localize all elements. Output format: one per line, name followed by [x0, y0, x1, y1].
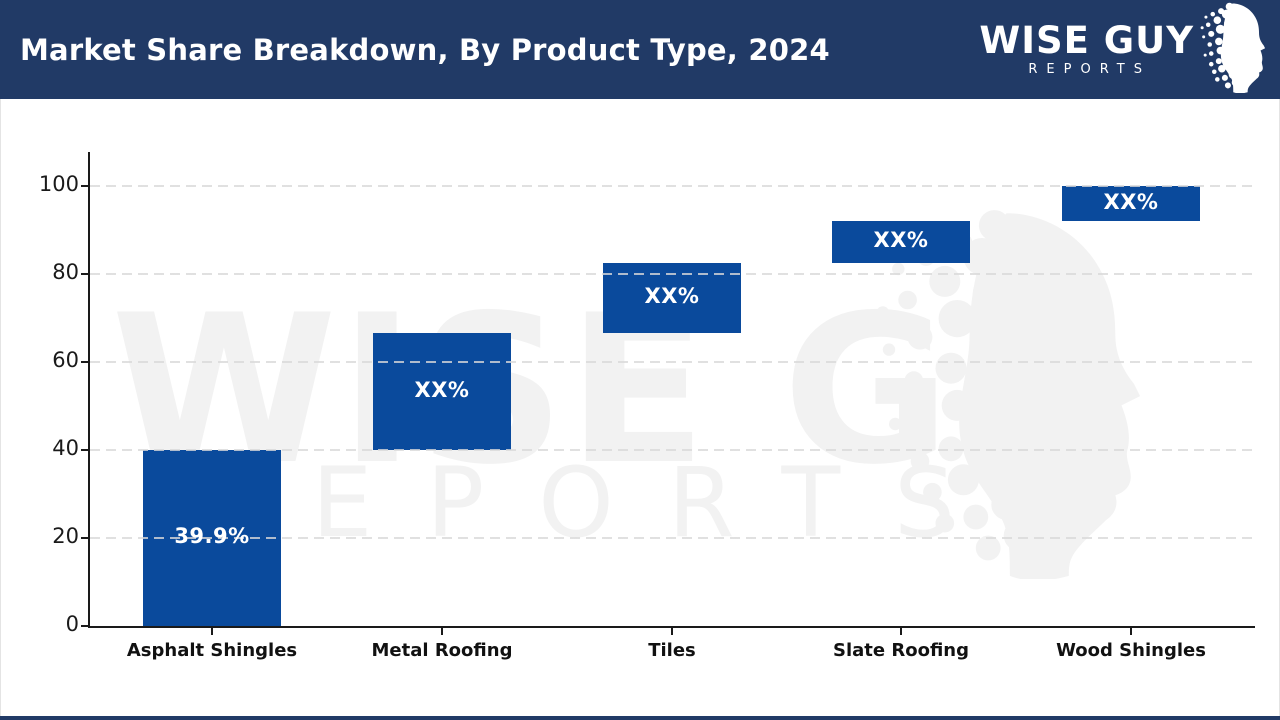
x-category-label-asphalt-shingles: Asphalt Shingles — [126, 640, 298, 661]
brand-logo: WISE GUY REPORTS — [979, 0, 1272, 99]
x-category-label-slate-roofing: Slate Roofing — [833, 640, 969, 661]
page-title: Market Share Breakdown, By Product Type,… — [20, 32, 830, 67]
brand-subtitle: REPORTS — [1028, 62, 1151, 77]
x-axis-line — [88, 626, 1255, 628]
y-tick-60 — [81, 361, 89, 363]
gridline-60 — [90, 361, 1255, 363]
y-tick-label-60: 60 — [52, 348, 79, 372]
bar-metal-roofing — [373, 333, 511, 451]
bar-value-label-slate-roofing: XX% — [873, 228, 929, 253]
bar-wood-shingles — [1062, 186, 1200, 222]
gridline-80 — [90, 273, 1255, 275]
gridline-40 — [90, 449, 1255, 451]
bar-value-label-asphalt-shingles: 39.9% — [174, 524, 250, 549]
brand-name: WISE GUY — [979, 19, 1194, 62]
bar-value-label-tiles: XX% — [644, 284, 700, 309]
y-tick-label-80: 80 — [52, 260, 79, 284]
y-tick-20 — [81, 537, 89, 539]
bar-value-label-metal-roofing: XX% — [414, 377, 470, 402]
x-tick-wood-shingles — [1130, 627, 1132, 635]
y-tick-label-0: 0 — [65, 612, 79, 636]
x-tick-tiles — [671, 627, 673, 635]
brand-head-icon — [1196, 2, 1272, 93]
y-tick-label-100: 100 — [38, 172, 79, 196]
gridline-20 — [90, 537, 1255, 539]
y-axis-line — [88, 152, 90, 628]
y-tick-40 — [81, 449, 89, 451]
x-category-label-wood-shingles: Wood Shingles — [1056, 640, 1206, 661]
bar-slate-roofing — [832, 221, 970, 263]
x-tick-asphalt-shingles — [211, 627, 213, 635]
y-tick-0 — [81, 625, 89, 627]
plot: 0 20 40 60 80 100 39.9% XX% XX% XX% XX% Asphalt Shi… — [1, 99, 1279, 716]
gridline-100 — [90, 185, 1255, 187]
chart-area: WISE GU REPORTS 0 20 40 60 80 100 39.9% XX% XX% X… — [0, 99, 1280, 716]
x-tick-slate-roofing — [900, 627, 902, 635]
y-tick-100 — [81, 185, 89, 187]
header: Market Share Breakdown, By Product Type,… — [0, 0, 1280, 99]
x-category-label-tiles: Tiles — [648, 640, 696, 661]
bar-value-label-wood-shingles: XX% — [1103, 189, 1159, 214]
y-tick-label-20: 20 — [52, 524, 79, 548]
y-tick-label-40: 40 — [52, 436, 79, 460]
watermark-subtitle: REPORTS — [191, 447, 1010, 559]
footer-bar — [0, 716, 1280, 720]
brand-wordmark: WISE GUY REPORTS — [979, 22, 1194, 77]
x-category-label-metal-roofing: Metal Roofing — [371, 640, 513, 661]
y-tick-80 — [81, 273, 89, 275]
x-tick-metal-roofing — [441, 627, 443, 635]
